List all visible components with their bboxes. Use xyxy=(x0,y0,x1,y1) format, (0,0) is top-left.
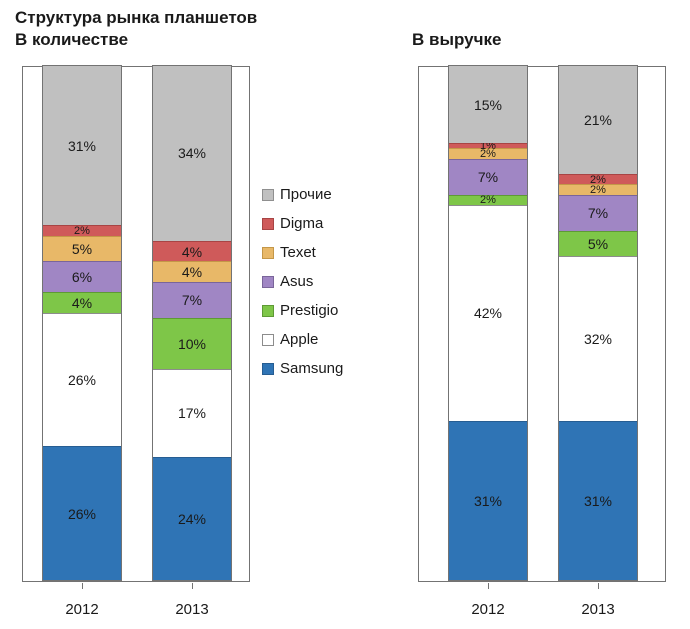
legend-item-apple: Apple xyxy=(262,331,343,348)
seg-label: 2% xyxy=(74,225,90,237)
seg-label: 5% xyxy=(72,241,92,257)
seg-label: 4% xyxy=(182,264,202,280)
legend-item-prestigio: Prestigio xyxy=(262,302,343,319)
seg-other: 21% xyxy=(559,66,637,174)
seg-label: 17% xyxy=(178,405,206,421)
seg-label: 34% xyxy=(178,145,206,161)
axis-tick xyxy=(82,583,83,589)
seg-other: 31% xyxy=(43,66,121,225)
seg-digma: 2% xyxy=(559,174,637,184)
legend-item-samsung: Samsung xyxy=(262,360,343,377)
seg-label: 32% xyxy=(584,331,612,347)
legend-label: Apple xyxy=(280,331,318,348)
seg-label: 4% xyxy=(182,244,202,260)
seg-apple: 17% xyxy=(153,369,231,456)
seg-texet: 2% xyxy=(559,184,637,194)
bar-2012: 26% 26% 4% 6% 5% 2% 31% xyxy=(42,65,122,581)
seg-other: 15% xyxy=(449,66,527,143)
legend-item-asus: Asus xyxy=(262,273,343,290)
legend-item-digma: Digma xyxy=(262,215,343,232)
seg-label: 4% xyxy=(72,295,92,311)
axis-tick xyxy=(598,583,599,589)
seg-apple: 26% xyxy=(43,313,121,447)
seg-samsung: 31% xyxy=(449,421,527,580)
seg-label: 7% xyxy=(588,205,608,221)
legend-label: Digma xyxy=(280,215,323,232)
seg-label: 26% xyxy=(68,372,96,388)
seg-prestigio: 4% xyxy=(43,292,121,313)
seg-texet: 4% xyxy=(153,261,231,282)
legend-item-texet: Texet xyxy=(262,244,343,261)
title-sub-left: В количестве xyxy=(15,30,128,50)
legend-swatch xyxy=(262,305,274,317)
axis-tick xyxy=(488,583,489,589)
seg-prestigio: 5% xyxy=(559,231,637,257)
seg-asus: 6% xyxy=(43,261,121,292)
chart-quantity: 26%26%4%6%5%2%31%201224%17%10%7%4%4%34%2… xyxy=(22,66,250,582)
seg-apple: 42% xyxy=(449,205,527,421)
seg-label: 31% xyxy=(474,493,502,509)
seg-label: 42% xyxy=(474,305,502,321)
seg-digma: 1% xyxy=(449,143,527,148)
seg-label: 10% xyxy=(178,336,206,352)
title-sub-right: В выручке xyxy=(412,30,501,50)
x-axis-label: 2012 xyxy=(448,601,528,618)
seg-label: 5% xyxy=(588,236,608,252)
seg-prestigio: 10% xyxy=(153,318,231,369)
legend-label: Samsung xyxy=(280,360,343,377)
seg-label: 2% xyxy=(480,194,496,206)
legend-swatch xyxy=(262,363,274,375)
seg-asus: 7% xyxy=(559,195,637,231)
seg-label: 7% xyxy=(182,292,202,308)
seg-label: 31% xyxy=(584,493,612,509)
legend-label: Texet xyxy=(280,244,316,261)
legend-swatch xyxy=(262,189,274,201)
seg-label: 2% xyxy=(590,184,606,196)
seg-asus: 7% xyxy=(153,282,231,318)
title-main: Структура рынка планшетов xyxy=(15,8,257,28)
seg-label: 2% xyxy=(590,174,606,186)
legend-label: Asus xyxy=(280,273,313,290)
seg-samsung: 31% xyxy=(559,421,637,580)
seg-samsung: 24% xyxy=(153,457,231,580)
seg-digma: 2% xyxy=(43,225,121,235)
seg-samsung: 26% xyxy=(43,446,121,580)
chart-revenue: 31%42%2%7%2%1%15%201231%32%5%7%2%2%21%20… xyxy=(418,66,666,582)
legend-swatch xyxy=(262,247,274,259)
legend-label: Prestigio xyxy=(280,302,338,319)
legend-swatch xyxy=(262,218,274,230)
seg-label: 24% xyxy=(178,511,206,527)
seg-asus: 7% xyxy=(449,159,527,195)
seg-other: 34% xyxy=(153,66,231,241)
legend-swatch xyxy=(262,334,274,346)
x-axis-label: 2013 xyxy=(152,601,232,618)
bar-2012: 31%42%2%7%2%1%15% xyxy=(448,65,528,581)
seg-label: 26% xyxy=(68,506,96,522)
seg-apple: 32% xyxy=(559,256,637,420)
x-axis-label: 2012 xyxy=(42,601,122,618)
seg-label: 15% xyxy=(474,97,502,113)
bar-2013: 24% 17% 10% 7% 4% 4% 34% xyxy=(152,65,232,581)
seg-prestigio: 2% xyxy=(449,195,527,205)
x-axis-label: 2013 xyxy=(558,601,638,618)
seg-texet: 5% xyxy=(43,236,121,262)
bar-2013: 31% 32% 5% 7% 2%2% 21% xyxy=(558,65,638,581)
axis-tick xyxy=(192,583,193,589)
seg-label: 7% xyxy=(478,169,498,185)
legend-label: Прочие xyxy=(280,186,332,203)
legend-item-other: Прочие xyxy=(262,186,343,203)
seg-label: 21% xyxy=(584,112,612,128)
seg-label: 6% xyxy=(72,269,92,285)
legend: Прочие Digma Texet Asus Prestigio Apple Samsun… xyxy=(262,186,343,389)
seg-digma: 4% xyxy=(153,241,231,262)
legend-swatch xyxy=(262,276,274,288)
seg-label: 31% xyxy=(68,138,96,154)
